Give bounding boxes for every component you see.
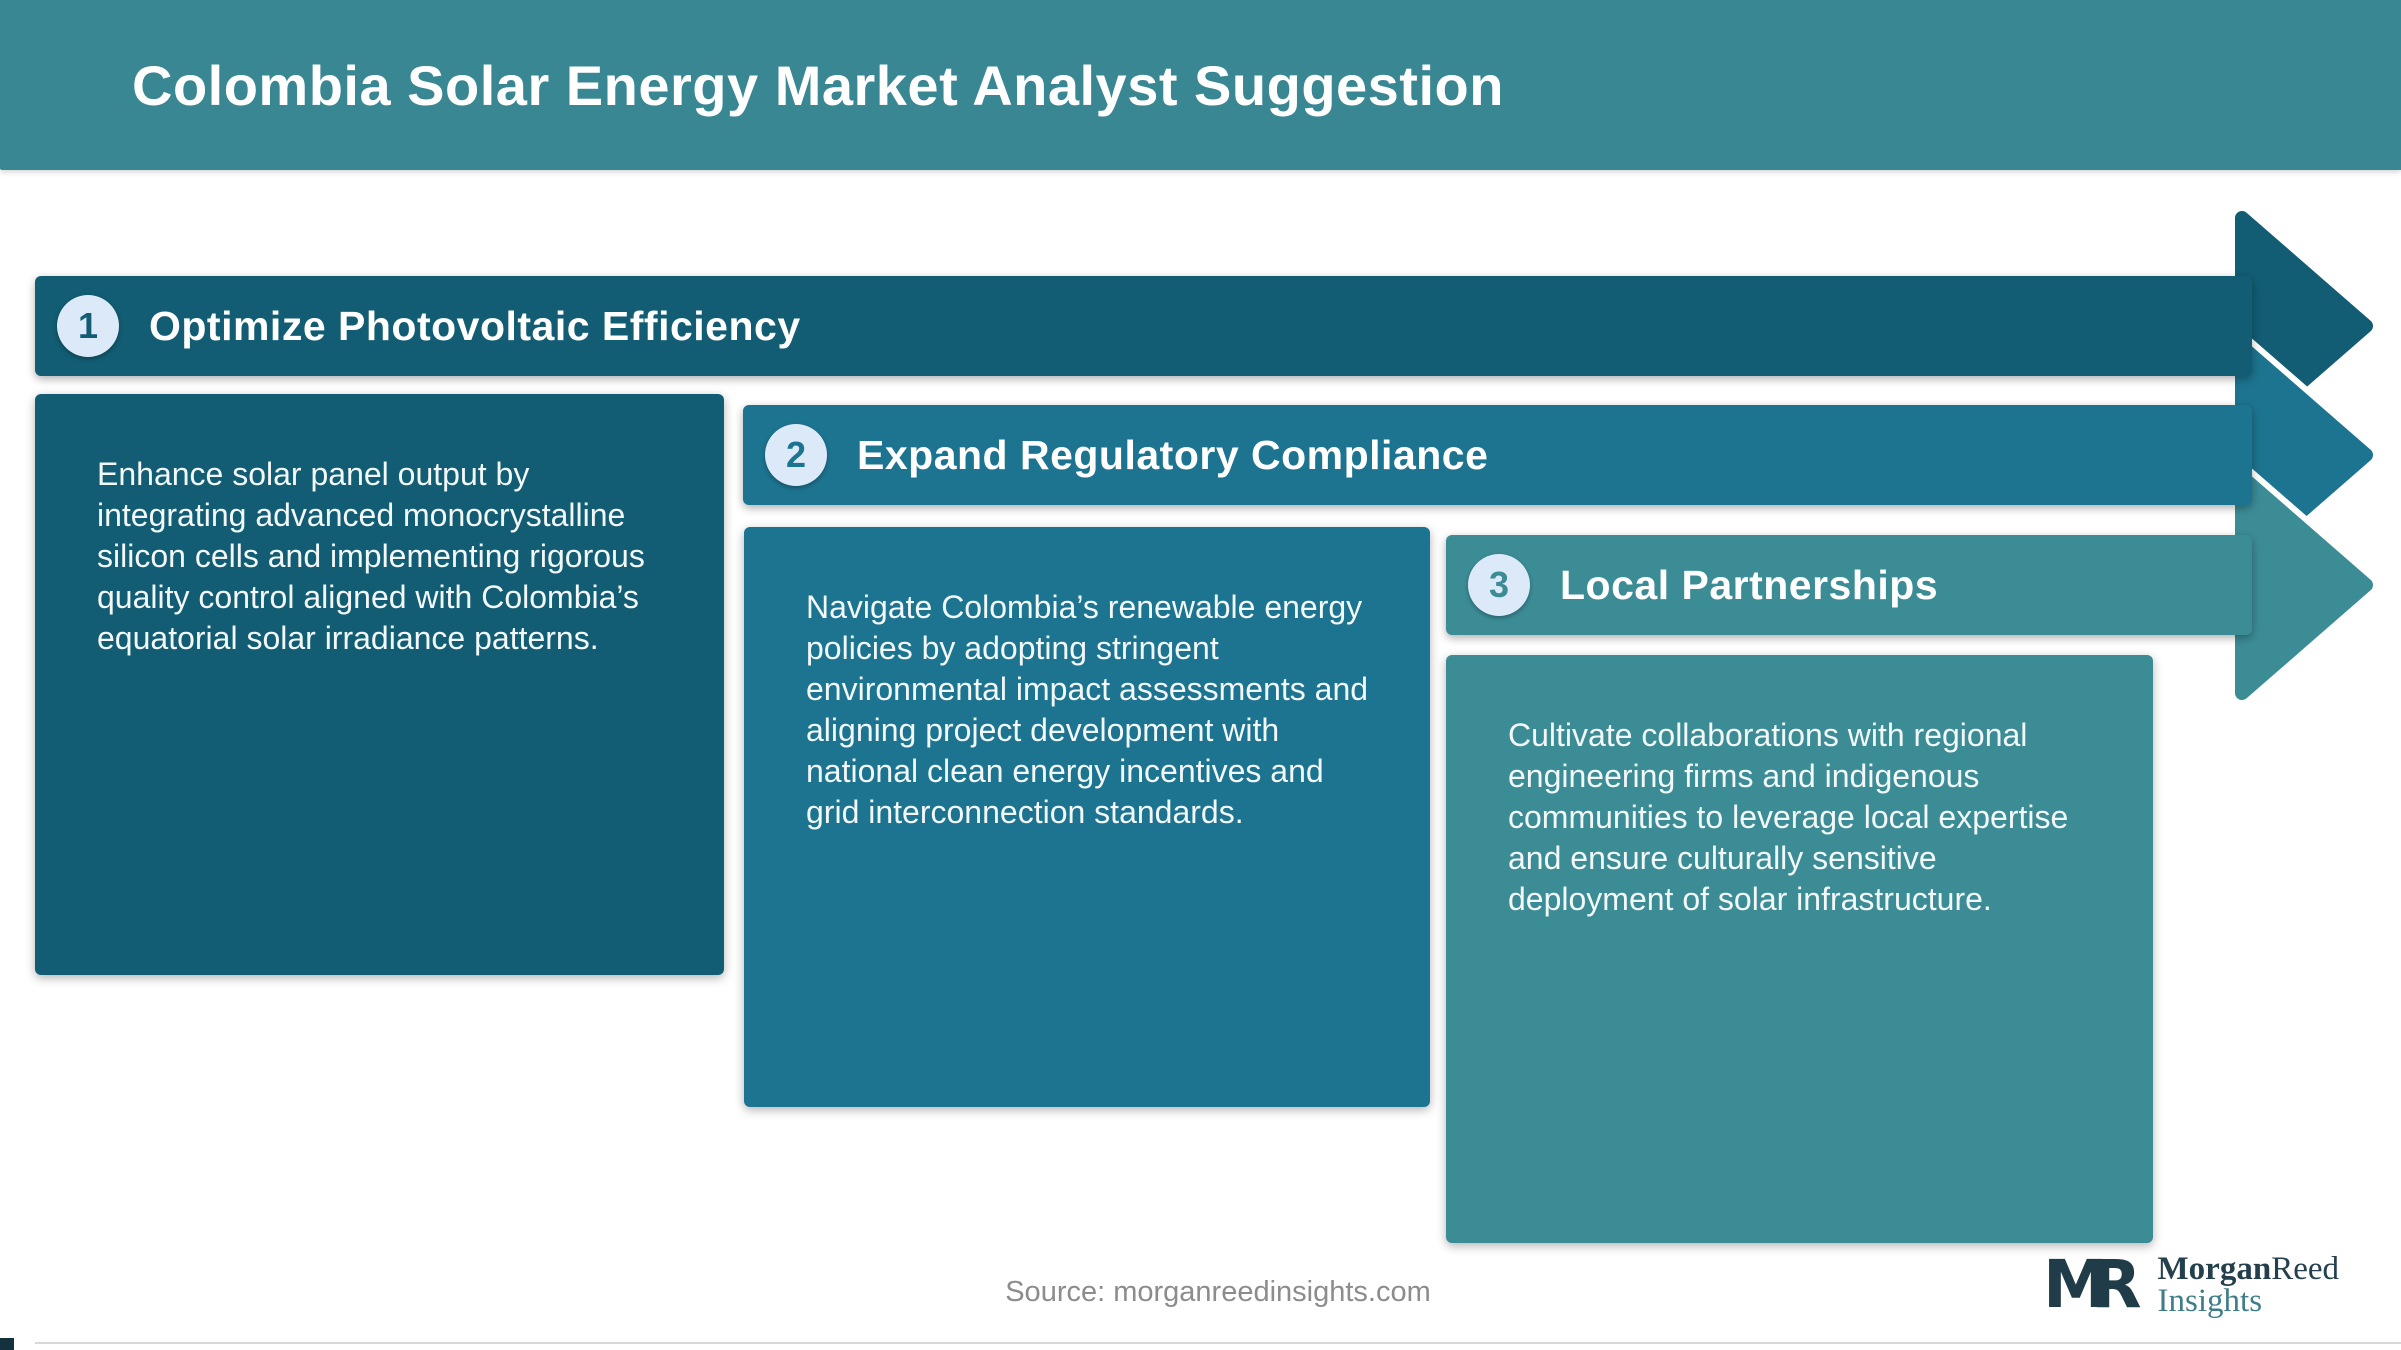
brand-tagline: Insights <box>2157 1283 2263 1319</box>
step2-description: Navigate Colombia’s renewable energy pol… <box>806 589 1369 830</box>
page-title: Colombia Solar Energy Market Analyst Sug… <box>132 53 1504 117</box>
step2-banner: 2 Expand Regulatory Compliance <box>743 405 2252 505</box>
brand-logo: MR MorganReed Insights <box>2043 1246 2339 1323</box>
step3-banner: 3 Local Partnerships <box>1446 535 2252 635</box>
step1-description-card: Enhance solar panel output by integratin… <box>35 394 724 975</box>
corner-mark <box>0 1338 14 1350</box>
step2-description-card: Navigate Colombia’s renewable energy pol… <box>744 527 1430 1107</box>
step3-title: Local Partnerships <box>1560 561 1939 608</box>
step2-title: Expand Regulatory Compliance <box>857 431 1489 478</box>
step3-number-badge: 3 <box>1468 554 1530 616</box>
bottom-divider <box>35 1342 2401 1344</box>
step1-title: Optimize Photovoltaic Efficiency <box>149 302 801 349</box>
source-text: Source: morganreedinsights.com <box>1005 1276 1431 1308</box>
step1-banner: 1 Optimize Photovoltaic Efficiency <box>35 276 2252 376</box>
header-banner: Colombia Solar Energy Market Analyst Sug… <box>0 0 2401 170</box>
step2-number-badge: 2 <box>765 424 827 486</box>
step3-description: Cultivate collaborations with regional e… <box>1508 717 2069 917</box>
step1-description: Enhance solar panel output by integratin… <box>97 456 645 656</box>
step1-number-badge: 1 <box>57 295 119 357</box>
brand-name: MorganReed <box>2157 1251 2339 1287</box>
brand-monogram-icon: MR <box>2043 1246 2141 1323</box>
step3-description-card: Cultivate collaborations with regional e… <box>1446 655 2153 1243</box>
arrow-icon-step3 <box>2230 464 2379 706</box>
